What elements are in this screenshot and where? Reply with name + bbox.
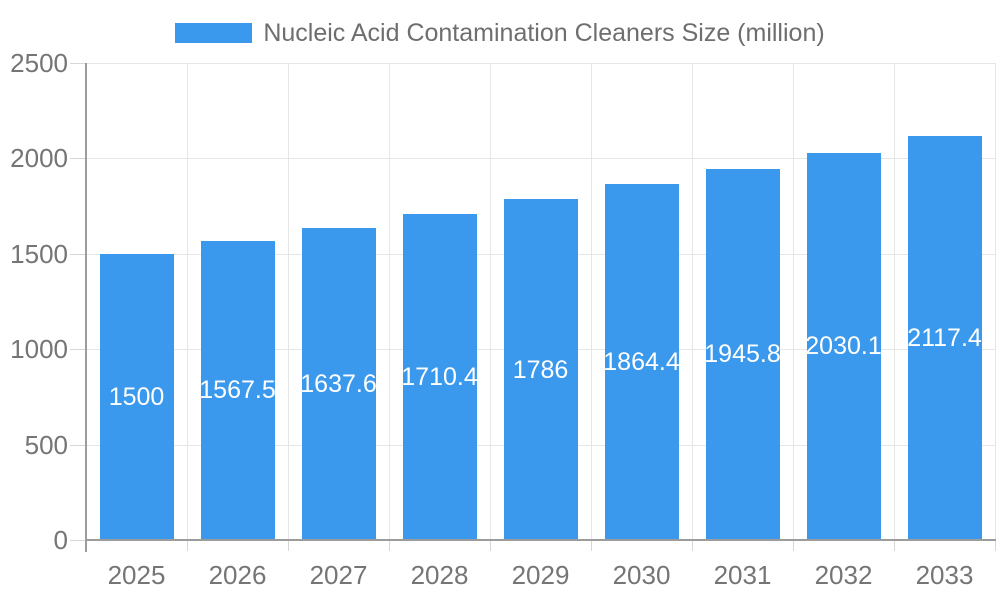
x-tick-label: 2028 — [410, 560, 469, 590]
x-tick — [692, 540, 693, 551]
x-tick — [995, 540, 996, 551]
bar-2030 — [604, 184, 679, 540]
x-gridline — [490, 63, 491, 540]
x-tick-label: 2033 — [915, 560, 974, 590]
x-tick — [389, 540, 390, 551]
y-tick-label: 2500 — [10, 48, 68, 78]
bar-2025 — [99, 253, 174, 540]
bar-2029 — [503, 199, 578, 540]
y-tick — [70, 445, 86, 446]
legend-swatch-icon — [175, 23, 253, 43]
bar-2028 — [402, 213, 477, 540]
bar-value-label: 1637.6 — [300, 369, 377, 398]
y-tick — [70, 540, 86, 541]
x-tick — [490, 540, 491, 551]
bar-2027 — [301, 227, 376, 540]
x-tick — [187, 540, 188, 551]
x-tick-label: 2031 — [713, 560, 772, 590]
y-tick — [70, 63, 86, 64]
bar-2031 — [705, 168, 780, 540]
legend-item[interactable]: Nucleic Acid Contamination Cleaners Size… — [0, 20, 1000, 46]
bar-value-label: 1945.8 — [704, 340, 781, 369]
x-gridline — [995, 63, 996, 540]
x-gridline — [692, 63, 693, 540]
legend-label: Nucleic Acid Contamination Cleaners Size… — [263, 19, 825, 47]
x-tick — [793, 540, 794, 551]
bar-value-label: 1786 — [512, 355, 569, 384]
bar-value-label: 1500 — [108, 382, 165, 411]
x-tick — [591, 540, 592, 551]
x-gridline — [288, 63, 289, 540]
x-tick-label: 2026 — [208, 560, 267, 590]
x-tick-label: 2032 — [814, 560, 873, 590]
bar-2033 — [907, 136, 982, 540]
bar-2026 — [200, 240, 275, 540]
y-tick-label: 500 — [24, 430, 68, 460]
y-tick-label: 2000 — [10, 143, 68, 173]
y-tick-label: 1000 — [10, 334, 68, 364]
bar-value-label: 2030.1 — [805, 332, 882, 361]
x-tick-label: 2030 — [612, 560, 671, 590]
bar-value-label: 1567.5 — [199, 376, 276, 405]
x-gridline — [389, 63, 390, 540]
y-tick — [70, 158, 86, 159]
bar-value-label: 2117.4 — [907, 324, 982, 352]
x-tick-label: 2029 — [511, 560, 570, 590]
x-gridline — [793, 63, 794, 540]
x-tick — [894, 540, 895, 551]
bar-value-label: 1710.4 — [401, 362, 478, 391]
x-tick-label: 2027 — [309, 560, 368, 590]
y-gridline — [86, 158, 995, 159]
y-gridline — [86, 63, 995, 64]
x-gridline — [591, 63, 592, 540]
y-axis-line — [85, 63, 87, 552]
y-tick — [70, 349, 86, 350]
y-tick-label: 0 — [53, 525, 68, 555]
x-gridline — [894, 63, 895, 540]
x-axis-line — [86, 539, 996, 541]
x-tick — [288, 540, 289, 551]
x-tick-label: 2025 — [107, 560, 166, 590]
bar-2032 — [806, 152, 881, 540]
bar-value-label: 1864.4 — [603, 348, 680, 377]
y-tick-label: 1500 — [10, 239, 68, 269]
x-gridline — [187, 63, 188, 540]
y-tick — [70, 254, 86, 255]
